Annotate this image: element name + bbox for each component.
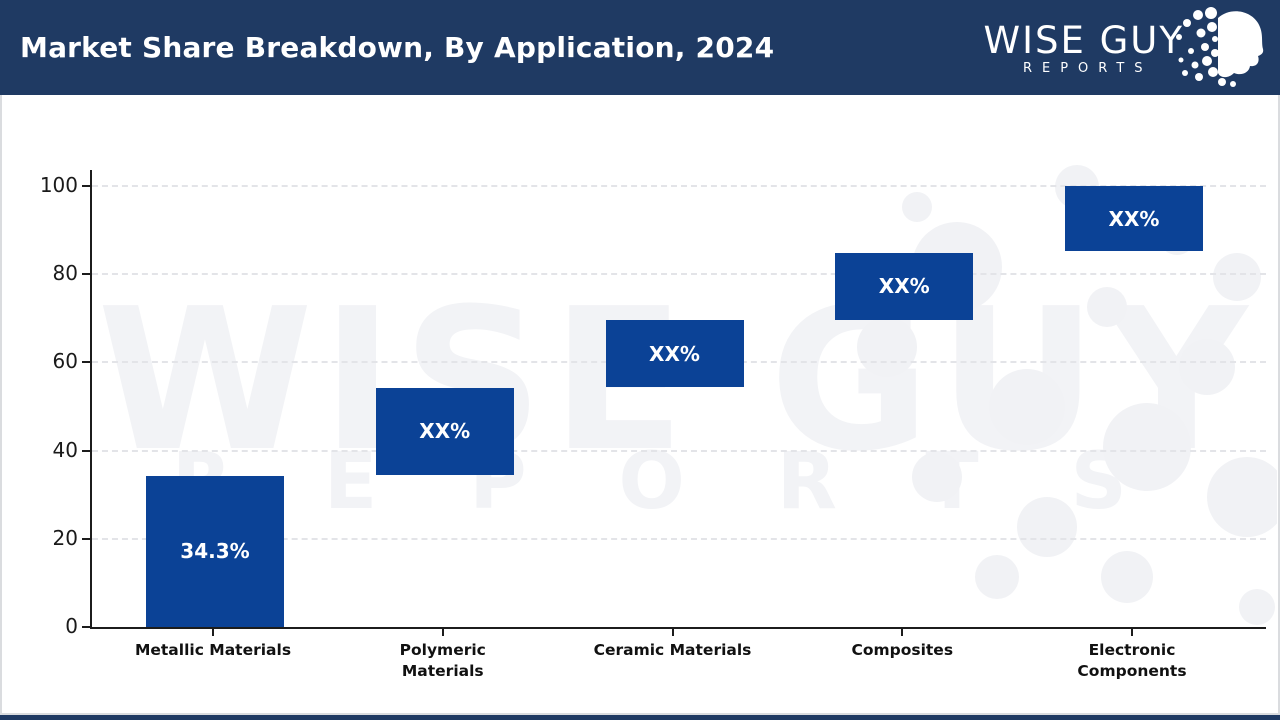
chart-card: WISE GUY REPORTS 0 20 40 60 80 100 34.3% XX% XX%… [0, 95, 1280, 715]
brand-logo-text: WISE GUY REPORTS [984, 22, 1184, 75]
dotted-face-icon [1176, 7, 1264, 87]
bar-value-label-composites: XX% [878, 274, 930, 299]
y-tick-mark-60 [82, 361, 90, 364]
bar-value-label-metallic-materials: 34.3% [180, 539, 250, 564]
x-category-label-composites: Composites [851, 640, 953, 661]
x-category-label-polymeric-materials: Polymeric Materials [400, 640, 486, 682]
x-category-label-line: Composites [851, 641, 954, 659]
brand-logo: WISE GUY REPORTS [984, 6, 1270, 90]
y-tick-mark-100 [82, 184, 90, 187]
gridline-y-40 [92, 449, 1266, 452]
x-category-label-line: Ceramic Materials [593, 641, 752, 659]
footer-bar [0, 715, 1280, 720]
gridline-y-100 [92, 184, 1266, 187]
y-tick-mark-80 [82, 273, 90, 276]
x-tick-mark-electronic-components [1131, 629, 1133, 636]
bar-value-label-polymeric-materials: XX% [419, 419, 471, 444]
x-category-label-metallic-materials: Metallic Materials [135, 640, 291, 661]
gridline-y-80 [92, 273, 1266, 276]
x-category-label-line: Components [1077, 662, 1187, 680]
brand-subtitle: REPORTS [1022, 60, 1153, 76]
bar-value-label-electronic-components: XX% [1108, 206, 1160, 231]
bar-segment-electronic-components: XX% [1065, 186, 1203, 251]
x-category-label-ceramic-materials: Ceramic Materials [594, 640, 752, 661]
bar-segment-polymeric-materials: XX% [375, 387, 514, 475]
y-tick-mark-0 [82, 626, 90, 628]
y-tick-label-100: 100 [39, 172, 78, 197]
x-category-label-line: Electronic [1088, 641, 1176, 659]
x-tick-mark-ceramic-materials [671, 629, 674, 636]
y-tick-label-20: 20 [52, 525, 78, 550]
y-tick-mark-20 [82, 537, 90, 540]
bar-segment-composites: XX% [835, 252, 974, 320]
x-tick-mark-composites [901, 629, 904, 636]
x-category-label-line: Metallic Materials [134, 641, 292, 659]
brand-name: WISE GUY [983, 18, 1184, 62]
header-bar: Market Share Breakdown, By Application, … [0, 0, 1280, 95]
y-tick-mark-40 [82, 449, 90, 452]
gridline-y-20 [92, 537, 1266, 540]
x-category-label-line: Polymeric [399, 641, 486, 659]
y-tick-label-40: 40 [52, 437, 78, 462]
y-tick-label-80: 80 [52, 261, 78, 286]
bar-segment-metallic-materials: 34.3% [146, 475, 284, 627]
bar-segment-ceramic-materials: XX% [605, 320, 744, 388]
bar-value-label-ceramic-materials: XX% [649, 341, 700, 366]
x-tick-mark-polymeric-materials [441, 629, 444, 636]
plot-area: 0 20 40 60 80 100 34.3% XX% XX% XX% XX% [40, 170, 1266, 636]
y-tick-label-0: 0 [65, 614, 78, 638]
x-category-label-electronic-components: Electronic Components [1077, 640, 1186, 682]
page-title: Market Share Breakdown, By Application, … [20, 31, 775, 64]
x-tick-mark-metallic-materials [212, 629, 214, 636]
x-category-label-line: Materials [401, 662, 484, 680]
y-tick-label-60: 60 [52, 349, 78, 374]
